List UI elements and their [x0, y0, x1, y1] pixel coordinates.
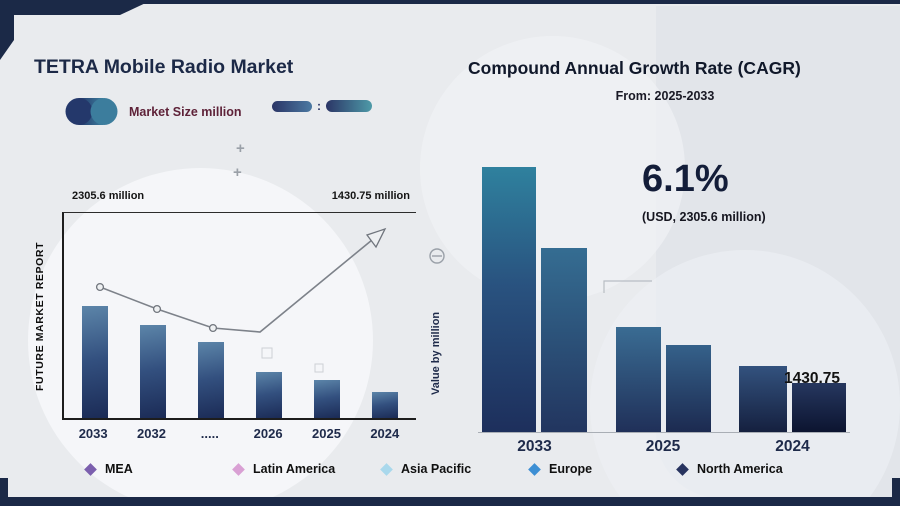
- page-title: TETRA Mobile Radio Market: [34, 56, 294, 78]
- cagr-bar: [665, 345, 711, 432]
- market-chart-x-label: .....: [200, 426, 219, 441]
- market-chart-x-label: 2033: [78, 426, 108, 441]
- circle-minus-icon: [429, 248, 445, 264]
- market-size-bar: [198, 342, 224, 418]
- market-size-bar: [140, 325, 166, 418]
- cagr-chart-labels: 2033 2025 2024: [482, 438, 846, 456]
- cagr-value: 6.1%: [642, 158, 729, 200]
- market-size-bar: [314, 380, 340, 418]
- cagr-bar: [739, 366, 787, 432]
- cagr-bar: [482, 167, 536, 432]
- legend-item-mea: MEA: [84, 462, 234, 476]
- cagr-bar-group-2033: [482, 167, 587, 432]
- pill-colon: :: [317, 99, 321, 113]
- cagr-x-label: 2024: [775, 438, 810, 455]
- pill-badge-icon: [272, 100, 312, 112]
- diamond-icon: [380, 462, 393, 476]
- legend-label: North America: [697, 462, 783, 476]
- diamond-icon: [84, 462, 97, 476]
- series-legend: Market Size million: [64, 96, 242, 127]
- legend-label: Latin America: [253, 462, 336, 476]
- market-chart-x-label: 2026: [253, 426, 283, 441]
- cagr-caption: (USD, 2305.6 million): [642, 210, 766, 224]
- cagr-bar: [615, 327, 661, 432]
- market-size-bar: [82, 306, 108, 418]
- diamond-icon: [676, 462, 689, 476]
- market-size-chart: 2305.6 million 1430.75 million 2033 2032.…: [62, 186, 420, 456]
- corner-wedge-icon: [0, 0, 152, 15]
- cagr-bar-group-2025: [615, 327, 711, 432]
- annotation-end-value: 1430.75 million: [331, 190, 410, 202]
- market-chart-annotations: 2305.6 million 1430.75 million: [62, 190, 420, 202]
- corner-stub-icon: [0, 478, 8, 506]
- plus-icon: +: [236, 140, 245, 157]
- market-size-bar: [256, 372, 282, 418]
- series-legend-label: Market Size million: [129, 104, 242, 119]
- legend-item-asia-pacific: Asia Pacific: [380, 462, 530, 476]
- market-size-bar: [372, 392, 398, 418]
- market-chart-x-label: 2024: [370, 426, 400, 441]
- bottom-legend: MEA Latin America Asia Pacific Europe North …: [84, 462, 826, 476]
- cagr-bar-group-2024: [739, 366, 846, 432]
- cagr-chart-groups: [482, 167, 846, 432]
- annotation-start-value: 2305.6 million: [72, 190, 145, 202]
- cagr-x-label: 2033: [517, 438, 552, 455]
- top-frame-bar: [0, 0, 900, 4]
- legend-item-europe: Europe: [528, 462, 678, 476]
- cagr-bar: [541, 248, 587, 432]
- legend-label: Asia Pacific: [401, 462, 472, 476]
- cylinder-icon: [65, 98, 118, 125]
- cagr-chart: 1430.75 2033 2025 2024: [478, 160, 850, 455]
- market-chart-x-label: 2025: [312, 426, 341, 441]
- corner-wedge-icon: [0, 0, 14, 60]
- cagr-subtitle: From: 2025-2033: [615, 89, 715, 103]
- market-chart-plot: [62, 212, 416, 420]
- market-chart-x-label: 2032: [137, 426, 166, 441]
- legend-item-north-america: North America: [676, 462, 826, 476]
- legend-item-latin-america: Latin America: [232, 462, 382, 476]
- cagr-title: Compound Annual Growth Rate (CAGR): [468, 58, 801, 78]
- pill-badge-icon: [326, 100, 372, 112]
- market-chart-y-axis-label: FUTURE MARKET REPORT: [34, 241, 46, 391]
- diamond-icon: [232, 462, 245, 476]
- diamond-icon: [528, 462, 541, 476]
- pill-badges: :: [272, 99, 372, 113]
- cagr-x-label: 2025: [645, 438, 681, 455]
- legend-label: MEA: [105, 462, 133, 476]
- cagr-y-axis-label: Value by million: [430, 311, 442, 395]
- market-chart-labels: 2033 2032..... 2026 2025 2024: [62, 426, 416, 441]
- cagr-bar: [792, 383, 846, 432]
- legend-label: Europe: [549, 462, 593, 476]
- cagr-bar-annotation: 1430.75: [784, 370, 841, 387]
